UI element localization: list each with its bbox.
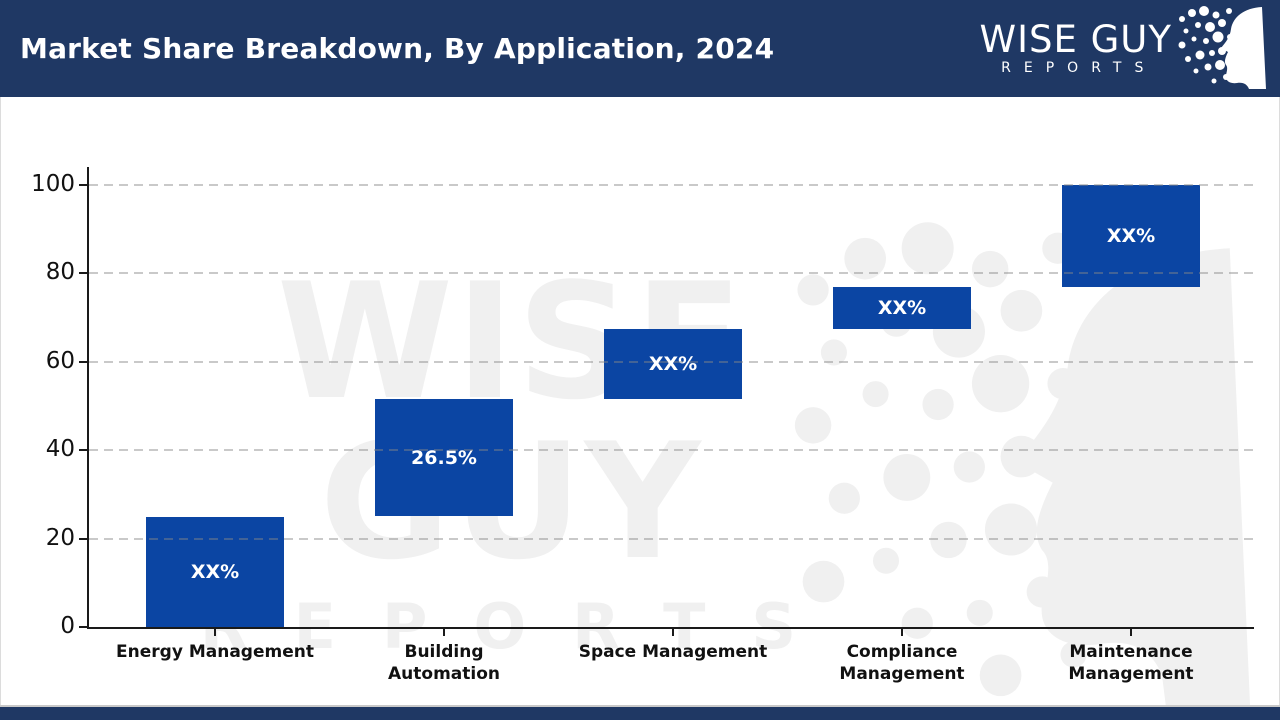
brand-logo: WISE GUY REPORTS [980, 5, 1266, 93]
y-tick-label: 60 [45, 347, 75, 374]
category-label: Energy Management [116, 642, 314, 662]
y-tick-label: 100 [31, 171, 75, 197]
waterfall-bar: XX% [604, 328, 742, 400]
bar-value-label: 26.5% [411, 446, 477, 469]
category-label: Building Automation [388, 642, 500, 685]
x-tick-mark [901, 629, 903, 636]
gridline [89, 449, 1254, 452]
header-bar: Market Share Breakdown, By Application, … [0, 0, 1280, 97]
category-label: Compliance Management [839, 642, 965, 685]
gridline [89, 360, 1254, 363]
dot-face-icon [1174, 5, 1266, 93]
brand-subname: REPORTS [1001, 60, 1157, 76]
waterfall-bar: XX% [833, 286, 971, 329]
bar-value-label: XX% [190, 560, 240, 583]
y-tick-mark [79, 626, 87, 628]
y-tick-mark [79, 360, 87, 363]
y-axis-line [87, 167, 89, 629]
y-tick-mark [79, 184, 87, 186]
footer-bar [0, 705, 1280, 720]
brand-name: WISE GUY [979, 18, 1172, 61]
waterfall-bar: 26.5% [375, 399, 513, 517]
y-tick-label: 20 [45, 524, 75, 551]
bar-value-label: XX% [648, 353, 698, 375]
waterfall-plot: 0 20 40 60 80 100 XX% Energy Management 26.5% Bui… [1, 97, 1279, 705]
y-tick-mark [79, 272, 87, 275]
x-tick-mark [214, 629, 216, 636]
y-tick-mark [79, 537, 87, 540]
bar-value-label: XX% [877, 296, 927, 319]
waterfall-bar: XX% [146, 516, 284, 627]
y-tick-label: 80 [45, 259, 75, 286]
x-axis-line [87, 627, 1254, 629]
category-label: Space Management [578, 642, 768, 662]
page-title: Market Share Breakdown, By Application, … [20, 32, 775, 65]
brand-logo-text: WISE GUY REPORTS [980, 21, 1172, 76]
y-tick-label: 0 [60, 613, 75, 639]
category-label: Maintenance Management [1068, 642, 1194, 685]
gridline [89, 184, 1254, 186]
x-tick-mark [1130, 629, 1132, 636]
gridline [89, 537, 1254, 540]
x-tick-mark [672, 629, 674, 636]
x-tick-mark [443, 629, 445, 636]
y-tick-label: 40 [45, 436, 75, 463]
y-tick-mark [79, 449, 87, 452]
bar-value-label: XX% [1106, 224, 1156, 247]
gridline [89, 272, 1254, 275]
